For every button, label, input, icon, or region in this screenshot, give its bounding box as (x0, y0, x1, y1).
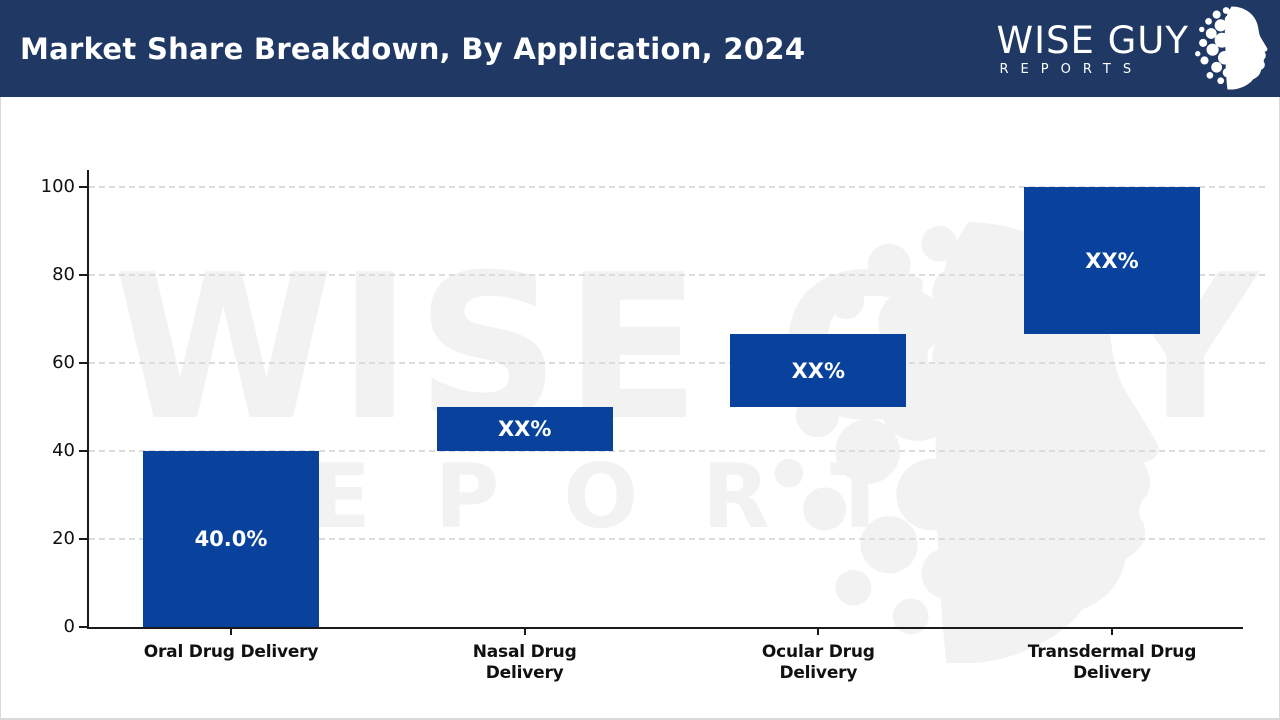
chart-canvas: WISE GUY REPORTS 0 20 40 60 80 100 40.0% Oral D… (0, 97, 1280, 720)
bar: XX% (730, 334, 907, 407)
chart-title: Market Share Breakdown, By Application, … (20, 31, 806, 66)
header-bar: Market Share Breakdown, By Application, … (0, 0, 1280, 97)
y-tick-label: 100 (40, 176, 75, 197)
bar-value-label: XX% (1085, 248, 1139, 273)
y-tick-label: 60 (52, 352, 75, 373)
bar-value-label: XX% (791, 358, 846, 383)
y-tick (79, 362, 87, 364)
y-tick-label: 40 (52, 440, 75, 461)
gridline (89, 274, 1265, 276)
logo-subtext: REPORTS (999, 61, 1144, 77)
bar: XX% (1024, 187, 1200, 335)
x-category-label: Nasal Drug Delivery (472, 642, 577, 684)
x-category-label: Ocular Drug Delivery (761, 642, 875, 684)
y-tick (79, 538, 87, 540)
x-tick (523, 627, 526, 635)
gridline (89, 450, 1265, 452)
y-tick (79, 450, 87, 452)
x-category-label: Oral Drug Delivery (143, 642, 319, 662)
x-tick (230, 627, 232, 635)
y-axis (87, 170, 89, 629)
bar-value-label: XX% (497, 417, 552, 441)
y-tick (79, 626, 87, 628)
bar-value-label: 40.0% (194, 527, 268, 551)
logo-text: WISE GUY REPORTS (997, 22, 1189, 76)
x-category-label: Transdermal Drug Delivery (1027, 642, 1197, 684)
y-tick (79, 274, 87, 276)
bar: XX% (436, 407, 613, 451)
gridline (89, 186, 1265, 188)
x-tick (1111, 627, 1113, 635)
logo-wordmark: WISE GUY (996, 18, 1189, 62)
x-axis (87, 627, 1243, 629)
gridline (89, 538, 1265, 540)
y-tick-label: 80 (52, 264, 75, 285)
x-tick (817, 627, 820, 635)
brand-logo: WISE GUY REPORTS (997, 0, 1272, 97)
y-tick-label: 0 (63, 616, 75, 637)
plot-area: 0 20 40 60 80 100 40.0% Oral Drug Delivery XX% Na… (1, 97, 1279, 718)
bar: 40.0% (143, 451, 319, 627)
y-tick-label: 20 (52, 528, 75, 549)
logo-head-icon (1195, 5, 1268, 90)
y-tick (79, 186, 87, 188)
gridline (89, 362, 1265, 364)
